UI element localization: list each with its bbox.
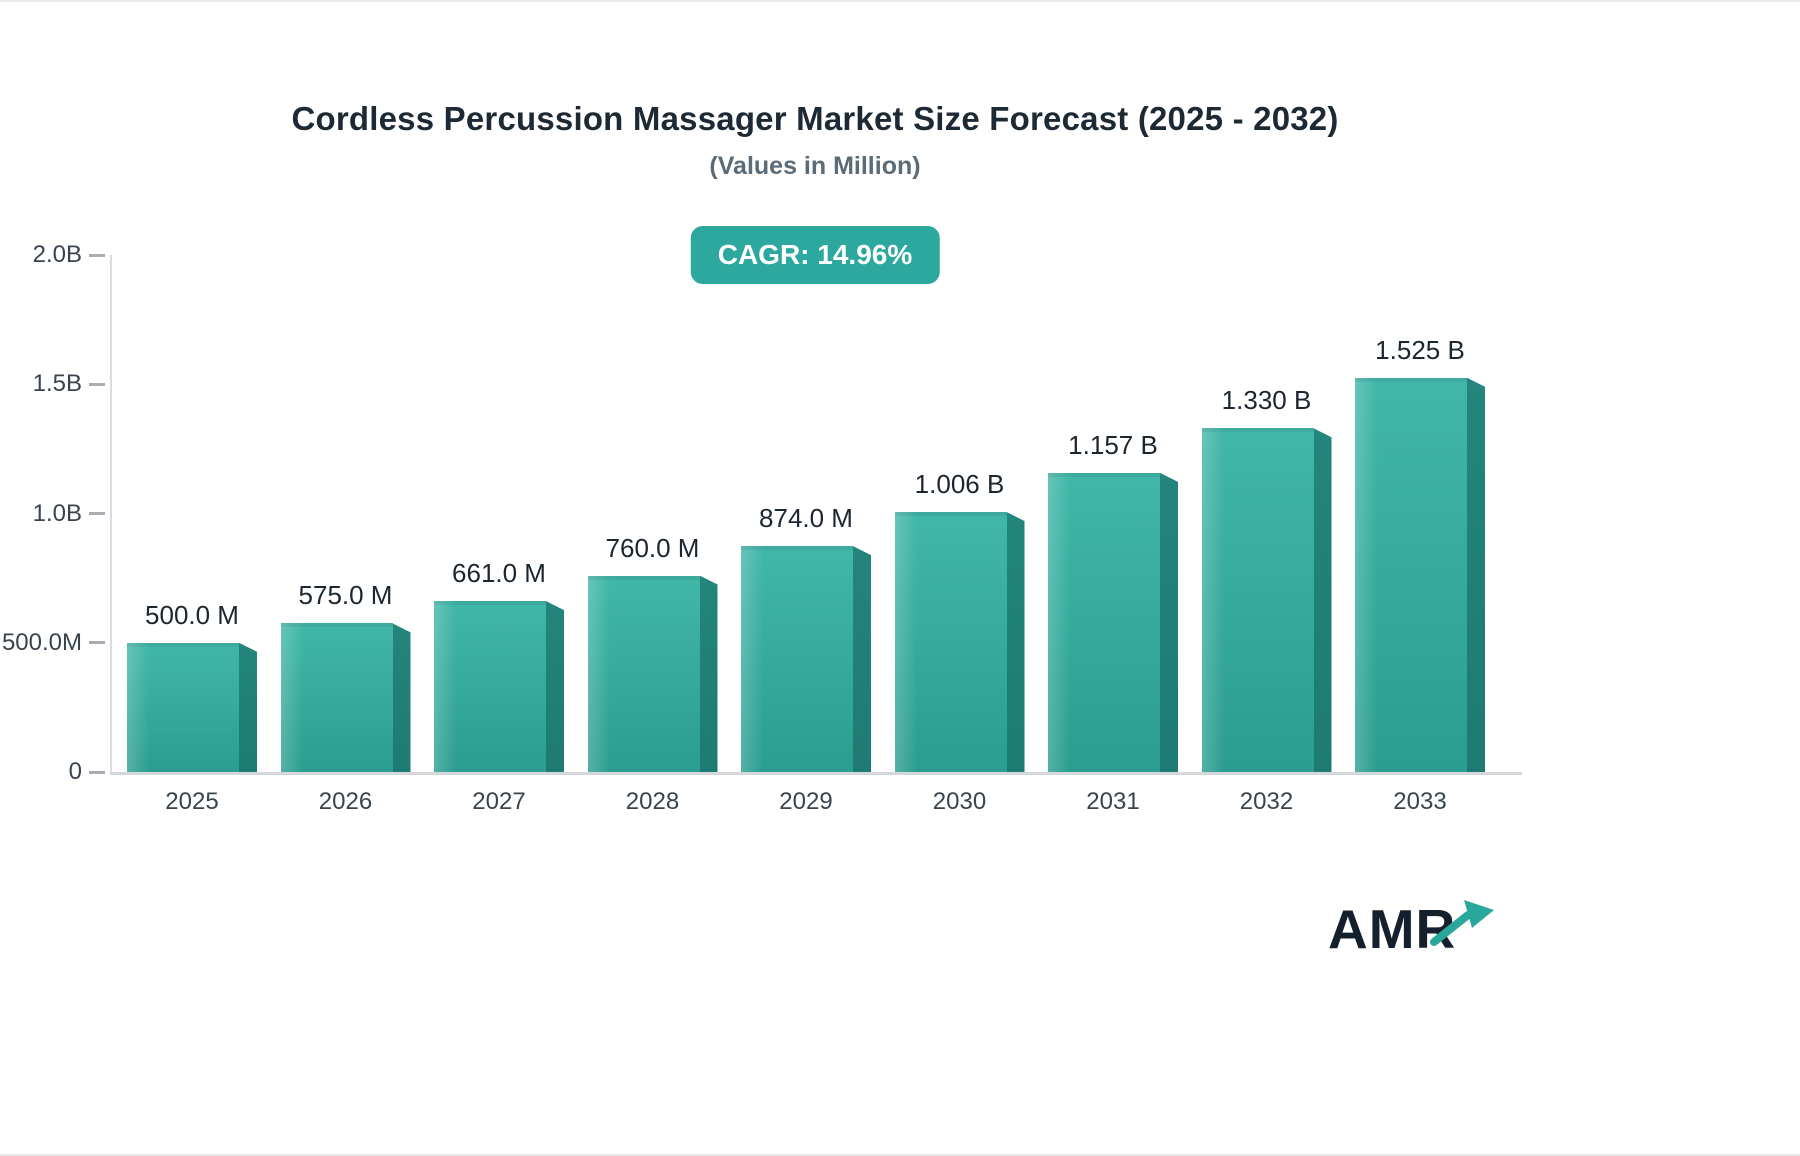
y-axis-line [110, 255, 112, 772]
bar-value-label: 760.0 M [605, 532, 700, 563]
bar: 1.330 B [1201, 385, 1332, 772]
x-axis-label: 2028 [625, 788, 680, 815]
y-axis-tick-label: 1.5B [32, 370, 82, 398]
bar: 661.0 M [434, 558, 564, 772]
y-axis-tick-label: 0 [68, 758, 82, 785]
bar: 1.157 B [1048, 430, 1178, 772]
x-axis-label: 2025 [165, 788, 219, 815]
bar: 760.0 M [587, 533, 718, 772]
bar-value-label: 874.0 M [759, 503, 853, 534]
x-axis-label: 2026 [318, 788, 373, 815]
bar-face [280, 623, 393, 772]
x-axis-label: 2030 [932, 788, 987, 815]
bar-value-label: 1.157 B [1068, 429, 1158, 460]
arrow-up-right-icon [1430, 898, 1496, 951]
bar: 1.006 B [894, 469, 1025, 772]
bar-side [853, 546, 871, 772]
bar-face [127, 642, 239, 772]
bar-face [1201, 428, 1314, 772]
bar-face [587, 575, 700, 772]
bar-value-label: 575.0 M [298, 580, 393, 611]
bar-face [1355, 377, 1467, 772]
bar-side [1160, 472, 1178, 772]
y-axis-tick-mark [89, 512, 105, 515]
x-axis-line [110, 772, 1522, 775]
y-axis-tick-label: 2.0B [32, 241, 82, 268]
bar-side [699, 575, 718, 772]
logo-text: AMR [1328, 898, 1457, 960]
bar-side [1313, 428, 1332, 772]
bar: 874.0 M [741, 503, 871, 772]
bar-value-label: 1.525 B [1375, 334, 1465, 365]
y-axis-tick-label: 500.0M [1, 628, 82, 656]
x-axis-label: 2032 [1239, 788, 1294, 815]
bar-side [1467, 377, 1485, 772]
cagr-badge: CAGR: 14.96% [690, 226, 940, 284]
bar-face [434, 601, 546, 772]
bar: 500.0 M [127, 600, 257, 772]
bar-face [894, 511, 1007, 772]
bar: 575.0 M [280, 580, 411, 772]
y-axis-tick-label: 1.0B [32, 499, 82, 527]
bar-side [546, 601, 564, 772]
bar-side [239, 642, 257, 772]
amr-logo: AMR [1328, 896, 1508, 962]
bar-value-label: 1.006 B [914, 468, 1005, 499]
bar-side [392, 623, 411, 772]
bar-face [741, 546, 853, 772]
y-axis-tick-mark [89, 770, 105, 774]
x-axis-label: 2033 [1393, 788, 1447, 815]
x-axis-label: 2029 [779, 788, 833, 815]
bar-value-label: 500.0 M [145, 599, 239, 630]
x-axis-label: 2027 [472, 788, 526, 815]
y-axis-tick-mark [89, 253, 105, 257]
bar-face [1048, 472, 1160, 772]
bar-value-label: 661.0 M [452, 558, 546, 589]
y-axis-tick-mark [89, 641, 105, 645]
bar-value-label: 1.330 B [1221, 385, 1312, 416]
chart-subtitle: (Values in Million) [709, 152, 921, 180]
chart-title: Cordless Percussion Massager Market Size… [291, 100, 1339, 137]
bar: 1.525 B [1355, 335, 1485, 772]
y-axis-tick-mark [89, 382, 105, 386]
bar-side [1006, 511, 1025, 772]
x-axis-label: 2031 [1086, 788, 1140, 815]
